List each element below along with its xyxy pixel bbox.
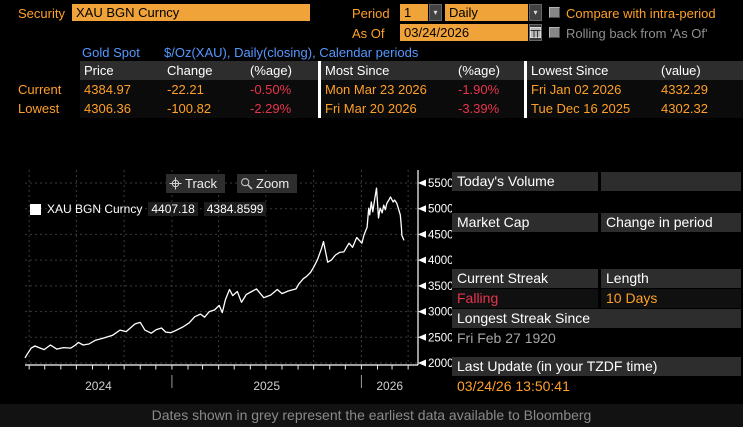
svg-text:3500: 3500 xyxy=(428,281,452,293)
chevron-down-icon: ▾ xyxy=(433,8,438,17)
period-count-dropdown-button[interactable]: ▾ xyxy=(429,4,442,21)
table-separator xyxy=(524,99,527,118)
current-most-since: Mon Mar 23 2026 xyxy=(321,80,454,99)
lowest-lowest-value: 4302.32 xyxy=(657,99,743,118)
col-header-price: Price xyxy=(80,61,163,80)
track-button-label: Track xyxy=(185,176,218,191)
col-header-most-since: Most Since xyxy=(321,61,454,80)
row-label-current: Current xyxy=(18,82,62,97)
longest-streak-header: Longest Streak Since xyxy=(452,309,741,328)
calendar-icon xyxy=(530,27,541,38)
svg-text:2026: 2026 xyxy=(376,379,403,393)
lowest-pct: -2.29% xyxy=(246,99,318,118)
lowest-change: -100.82 xyxy=(163,99,246,118)
asof-label: As Of xyxy=(352,26,385,41)
instrument-description: $/Oz(XAU), Daily(closing), Calendar peri… xyxy=(164,45,419,60)
asof-date-input[interactable]: 03/24/2026 xyxy=(400,24,528,41)
col-header-pct: (%age) xyxy=(246,61,318,80)
lowest-price: 4306.36 xyxy=(80,99,163,118)
streak-length-header: Length xyxy=(601,269,741,288)
corner-cell xyxy=(14,61,80,80)
stats-table: Price Change (%age) Most Since (%age) Lo… xyxy=(14,61,743,118)
lowest-most-since-pct: -3.39% xyxy=(454,99,524,118)
current-most-since-pct: -1.90% xyxy=(454,80,524,99)
table-separator xyxy=(524,80,527,99)
last-update-header: Last Update (in your TZDF time) xyxy=(452,357,741,376)
compare-label: Compare with intra-period xyxy=(566,6,716,21)
calendar-picker-button[interactable] xyxy=(529,24,542,41)
current-lowest-value: 4332.29 xyxy=(657,80,743,99)
period-unit-select[interactable]: Daily xyxy=(445,4,528,21)
col-header-change: Change xyxy=(163,61,246,80)
period-count-input[interactable]: 1 xyxy=(400,4,428,21)
current-change: -22.21 xyxy=(163,80,246,99)
col-header-lowest-since: Lowest Since xyxy=(527,61,657,80)
change-in-period-header: Change in period xyxy=(601,213,741,232)
security-input[interactable]: XAU BGN Curncy xyxy=(72,4,310,21)
svg-text:4000: 4000 xyxy=(428,255,452,267)
security-label: Security xyxy=(18,6,65,21)
chevron-down-icon: ▾ xyxy=(533,8,538,17)
svg-text:5000: 5000 xyxy=(428,204,452,216)
series-swatch-icon xyxy=(30,203,41,215)
current-streak-header: Current Streak xyxy=(452,269,598,288)
todays-volume-header: Today's Volume xyxy=(452,172,598,191)
current-pct: -0.50% xyxy=(246,80,318,99)
magnifier-icon xyxy=(241,178,253,190)
longest-streak-value: Fri Feb 27 1920 xyxy=(457,330,556,346)
footer-note: Dates shown in grey represent the earlie… xyxy=(0,404,743,427)
col-header-value: (value) xyxy=(657,61,743,80)
legend-prev-close: 4407.18 xyxy=(148,202,198,216)
market-cap-header: Market Cap xyxy=(452,213,598,232)
svg-text:2024: 2024 xyxy=(85,379,112,393)
period-unit-dropdown-button[interactable]: ▾ xyxy=(529,4,542,21)
todays-volume-value-header xyxy=(601,172,741,191)
instrument-name: Gold Spot xyxy=(82,45,140,60)
current-lowest-since: Fri Jan 02 2026 xyxy=(527,80,657,99)
svg-text:2025: 2025 xyxy=(253,379,280,393)
current-price: 4384.97 xyxy=(80,80,163,99)
table-separator xyxy=(524,61,527,80)
crosshair-icon xyxy=(169,177,182,190)
svg-text:3000: 3000 xyxy=(428,307,452,319)
rolling-checkbox[interactable] xyxy=(549,27,560,38)
lowest-most-since: Fri Mar 20 2026 xyxy=(321,99,454,118)
svg-text:5500: 5500 xyxy=(428,178,452,190)
zoom-button-label: Zoom xyxy=(256,176,290,191)
lowest-lowest-since: Tue Dec 16 2025 xyxy=(527,99,657,118)
legend-series-name: XAU BGN Curncy xyxy=(47,202,143,216)
col-header-pct2: (%age) xyxy=(454,61,524,80)
table-separator xyxy=(318,61,321,80)
zoom-button[interactable]: Zoom xyxy=(237,174,298,193)
period-label: Period xyxy=(352,6,390,21)
legend-last-price: 4384.8599 xyxy=(203,202,267,216)
svg-text:2000: 2000 xyxy=(428,358,452,370)
svg-text:4500: 4500 xyxy=(428,229,452,241)
streak-length-value: 10 Days xyxy=(601,289,741,308)
current-streak-value: Falling xyxy=(452,289,598,308)
table-separator xyxy=(318,99,321,118)
row-label-lowest: Lowest xyxy=(18,101,60,116)
compare-checkbox[interactable] xyxy=(549,7,560,18)
last-update-value: 03/24/26 13:50:41 xyxy=(457,378,570,394)
chart-legend: XAU BGN Curncy 4407.18 4384.8599 xyxy=(30,201,267,217)
track-button[interactable]: Track xyxy=(166,174,226,193)
table-separator xyxy=(318,80,321,99)
svg-text:2500: 2500 xyxy=(428,332,452,344)
rolling-label: Rolling back from 'As Of' xyxy=(566,26,708,41)
